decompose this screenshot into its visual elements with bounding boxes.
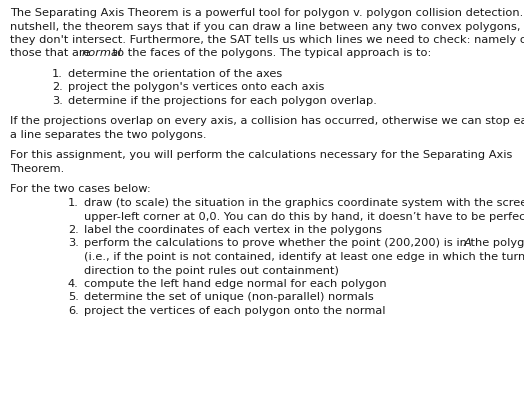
Text: The Separating Axis Theorem is a powerful tool for polygon v. polygon collision : The Separating Axis Theorem is a powerfu… — [10, 8, 524, 18]
Text: a line separates the two polygons.: a line separates the two polygons. — [10, 130, 206, 140]
Text: 2.: 2. — [68, 225, 79, 235]
Text: those that are: those that are — [10, 48, 94, 59]
Text: 3.: 3. — [52, 96, 63, 106]
Text: 5.: 5. — [68, 293, 79, 303]
Text: to the faces of the polygons. The typical approach is to:: to the faces of the polygons. The typica… — [108, 48, 431, 59]
Text: 3.: 3. — [68, 238, 79, 249]
Text: compute the left hand edge normal for each polygon: compute the left hand edge normal for ea… — [84, 279, 387, 289]
Text: 6.: 6. — [68, 306, 79, 316]
Text: Theorem.: Theorem. — [10, 164, 64, 174]
Text: direction to the point rules out containment): direction to the point rules out contain… — [84, 265, 339, 276]
Text: project the vertices of each polygon onto the normal: project the vertices of each polygon ont… — [84, 306, 386, 316]
Text: project the polygon's vertices onto each axis: project the polygon's vertices onto each… — [68, 82, 324, 93]
Text: If the projections overlap on every axis, a collision has occurred, otherwise we: If the projections overlap on every axis… — [10, 116, 524, 126]
Text: nutshell, the theorem says that if you can draw a line between any two convex po: nutshell, the theorem says that if you c… — [10, 21, 524, 32]
Text: determine the orientation of the axes: determine the orientation of the axes — [68, 69, 282, 79]
Text: For this assignment, you will perform the calculations necessary for the Separat: For this assignment, you will perform th… — [10, 150, 512, 160]
Text: 1.: 1. — [68, 198, 79, 208]
Text: they don't intersect. Furthermore, the SAT tells us which lines we need to check: they don't intersect. Furthermore, the S… — [10, 35, 524, 45]
Text: 2.: 2. — [52, 82, 63, 93]
Text: upper-left corner at 0,0. You can do this by hand, it doesn’t have to be perfect: upper-left corner at 0,0. You can do thi… — [84, 211, 524, 221]
Text: For the two cases below:: For the two cases below: — [10, 185, 151, 194]
Text: 4.: 4. — [68, 279, 79, 289]
Text: label the coordinates of each vertex in the polygons: label the coordinates of each vertex in … — [84, 225, 382, 235]
Text: A: A — [464, 238, 472, 249]
Text: perform the calculations to prove whether the point (200,200) is in the polygon: perform the calculations to prove whethe… — [84, 238, 524, 249]
Text: normal: normal — [81, 48, 122, 59]
Text: determine the set of unique (non-parallel) normals: determine the set of unique (non-paralle… — [84, 293, 374, 303]
Text: (i.e., if the point is not contained, identify at least one edge in which the tu: (i.e., if the point is not contained, id… — [84, 252, 524, 262]
Text: 1.: 1. — [52, 69, 63, 79]
Text: determine if the projections for each polygon overlap.: determine if the projections for each po… — [68, 96, 377, 106]
Text: draw (to scale) the situation in the graphics coordinate system with the screen: draw (to scale) the situation in the gra… — [84, 198, 524, 208]
